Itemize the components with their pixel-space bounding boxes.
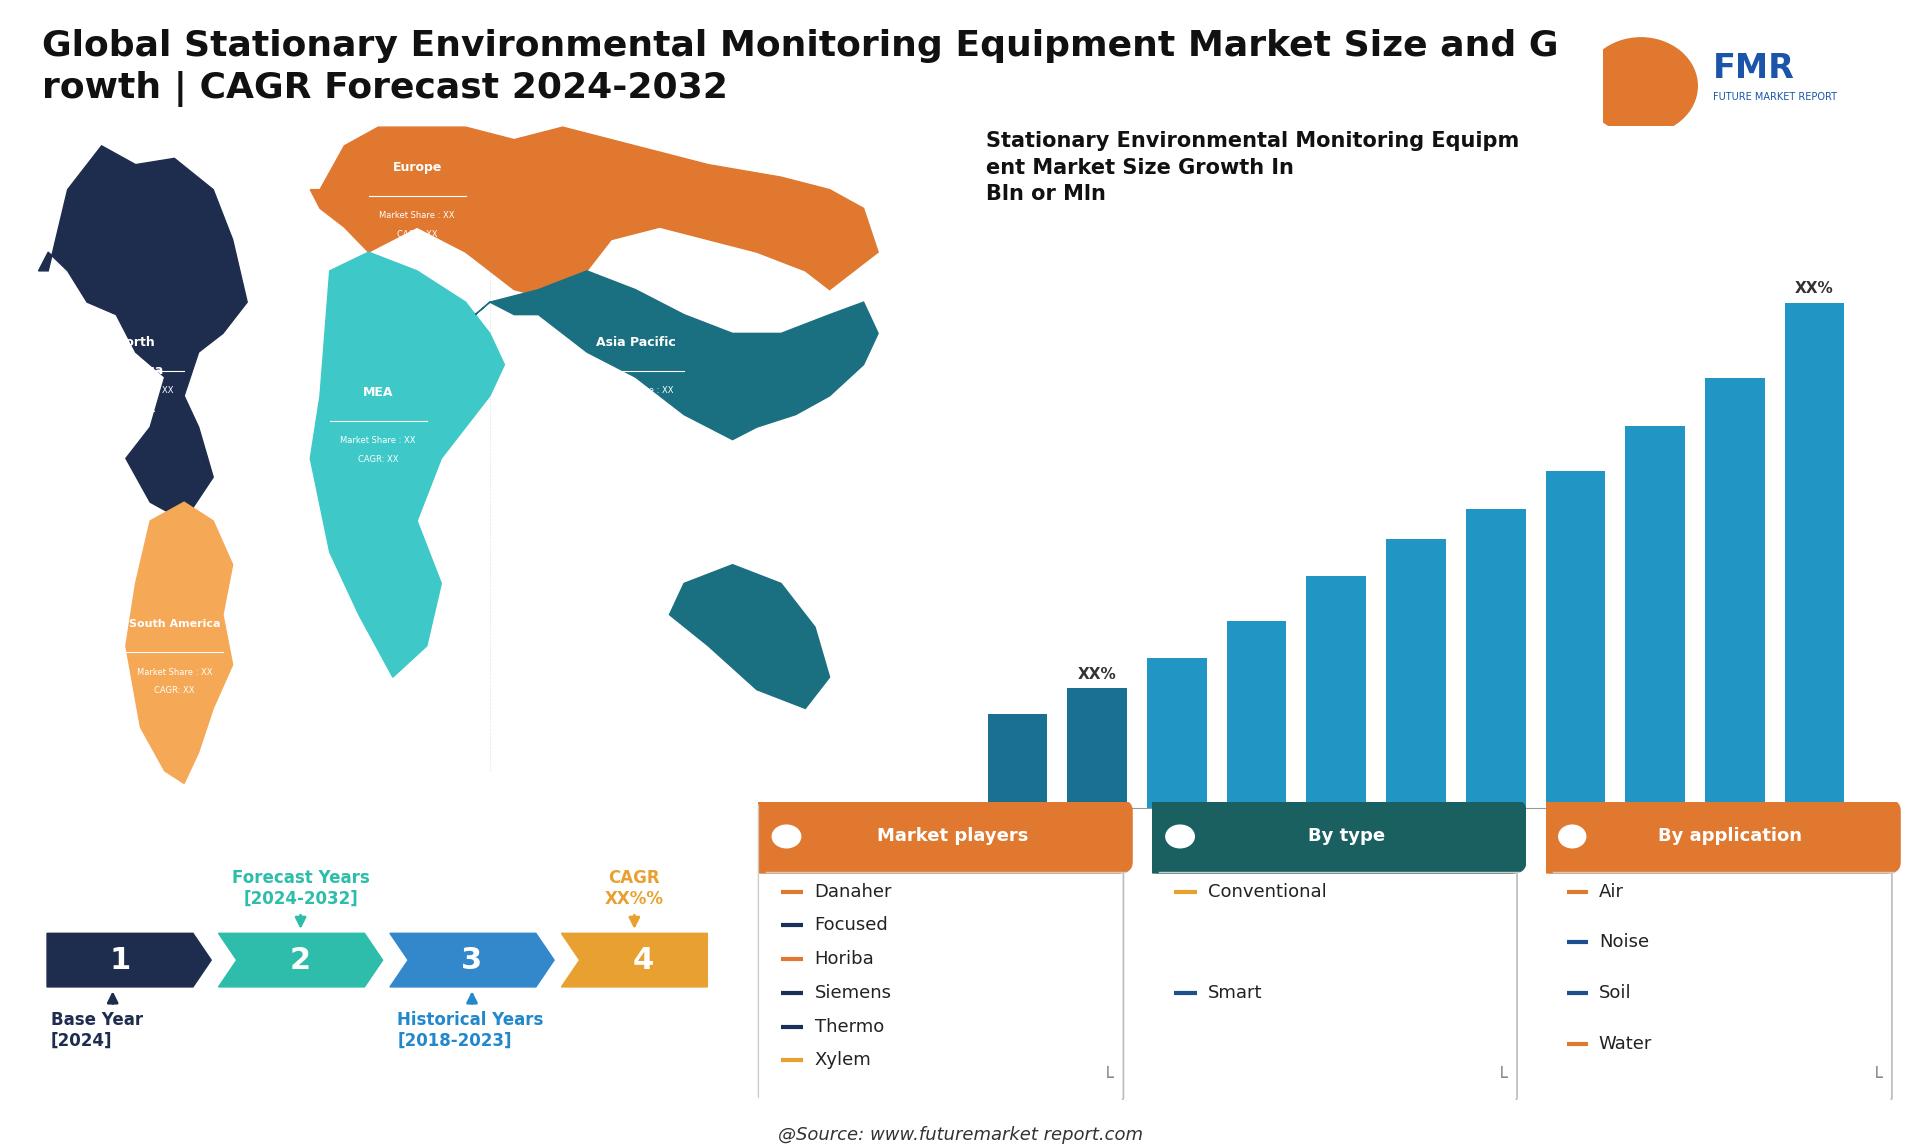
Polygon shape [670,565,829,708]
Text: CAGR: XX: CAGR: XX [397,230,438,240]
Text: 4: 4 [634,945,655,974]
Bar [1068,689,1127,808]
Text: Historical Years
[2018-2023]: Historical Years [2018-2023] [397,1011,543,1050]
Text: Thermo: Thermo [814,1018,883,1036]
Text: By type: By type [1308,827,1384,846]
FancyBboxPatch shape [1140,799,1526,873]
Circle shape [1559,825,1586,848]
Text: Stationary Environmental Monitoring Equipm
ent Market Size Growth In
Bln or Mln: Stationary Environmental Monitoring Equi… [985,131,1519,204]
Text: @Source: www.futuremarket report.com: @Source: www.futuremarket report.com [778,1127,1142,1144]
Polygon shape [390,933,555,987]
Text: Danaher: Danaher [814,882,893,901]
Text: Siemens: Siemens [814,984,891,1002]
Text: XX%: XX% [1077,667,1117,682]
Text: Noise: Noise [1599,933,1649,951]
Text: Base Year
[2024]: Base Year [2024] [50,1011,142,1050]
Text: Air: Air [1599,882,1624,901]
FancyBboxPatch shape [747,799,1133,873]
Text: Focused: Focused [814,917,889,934]
Text: Europe: Europe [392,162,442,174]
Text: CAGR: XX: CAGR: XX [154,686,194,696]
Polygon shape [561,933,707,987]
Text: FMR: FMR [1713,52,1795,85]
Circle shape [1584,38,1697,134]
Text: CAGR: XX: CAGR: XX [614,406,657,414]
Text: Market Share : XX: Market Share : XX [380,211,455,220]
Text: CAGR: XX: CAGR: XX [357,455,399,464]
Text: America: America [108,364,165,377]
Text: FUTURE MARKET REPORT: FUTURE MARKET REPORT [1713,92,1837,102]
Polygon shape [48,933,211,987]
Polygon shape [127,502,232,784]
Circle shape [772,825,801,848]
Text: Xylem: Xylem [814,1051,872,1069]
FancyBboxPatch shape [1534,799,1901,873]
Text: South America: South America [129,619,221,629]
Text: Smart: Smart [1208,984,1263,1002]
Text: └: └ [1496,1069,1507,1089]
Bar [1227,621,1286,808]
Text: Market Share : XX: Market Share : XX [136,668,211,676]
Polygon shape [219,933,382,987]
Polygon shape [38,146,248,521]
Text: └: └ [1872,1069,1884,1089]
Bar [1306,576,1367,808]
Text: └: └ [1102,1069,1114,1089]
Bar [1624,426,1686,808]
Text: CAGR: XX: CAGR: XX [115,406,156,414]
Text: Horiba: Horiba [814,950,874,968]
FancyBboxPatch shape [1544,866,1891,1101]
Text: By application: By application [1659,827,1803,846]
Bar [987,714,1046,808]
Text: Market Share : XX: Market Share : XX [340,437,417,446]
FancyBboxPatch shape [1150,866,1517,1101]
Polygon shape [476,270,877,440]
Text: North: North [115,336,156,350]
Bar [1386,539,1446,808]
Text: MEA: MEA [363,386,394,399]
Text: Soil: Soil [1599,984,1632,1002]
Text: 1: 1 [109,945,131,974]
Bar [1465,509,1526,808]
Text: Market Share : XX: Market Share : XX [98,386,173,395]
Polygon shape [311,252,505,677]
Polygon shape [311,127,877,303]
Text: Global Stationary Environmental Monitoring Equipment Market Size and G
rowth | C: Global Stationary Environmental Monitori… [42,29,1559,107]
Text: Forecast Years
[2024-2032]: Forecast Years [2024-2032] [232,869,369,908]
Text: CAGR
XX%%: CAGR XX%% [605,869,664,908]
Circle shape [1165,825,1194,848]
Text: Market players: Market players [877,827,1029,846]
Bar [1786,303,1845,808]
Bar [1705,378,1764,808]
Text: 2: 2 [290,945,311,974]
Text: XX%: XX% [1795,282,1834,297]
Text: 3: 3 [461,945,482,974]
Text: Water: Water [1599,1035,1653,1052]
Text: Asia Pacific: Asia Pacific [595,336,676,350]
Bar [1146,658,1208,808]
FancyBboxPatch shape [756,866,1123,1101]
Text: Conventional: Conventional [1208,882,1327,901]
Text: Market Share : XX: Market Share : XX [597,386,674,395]
Bar [1546,471,1605,808]
